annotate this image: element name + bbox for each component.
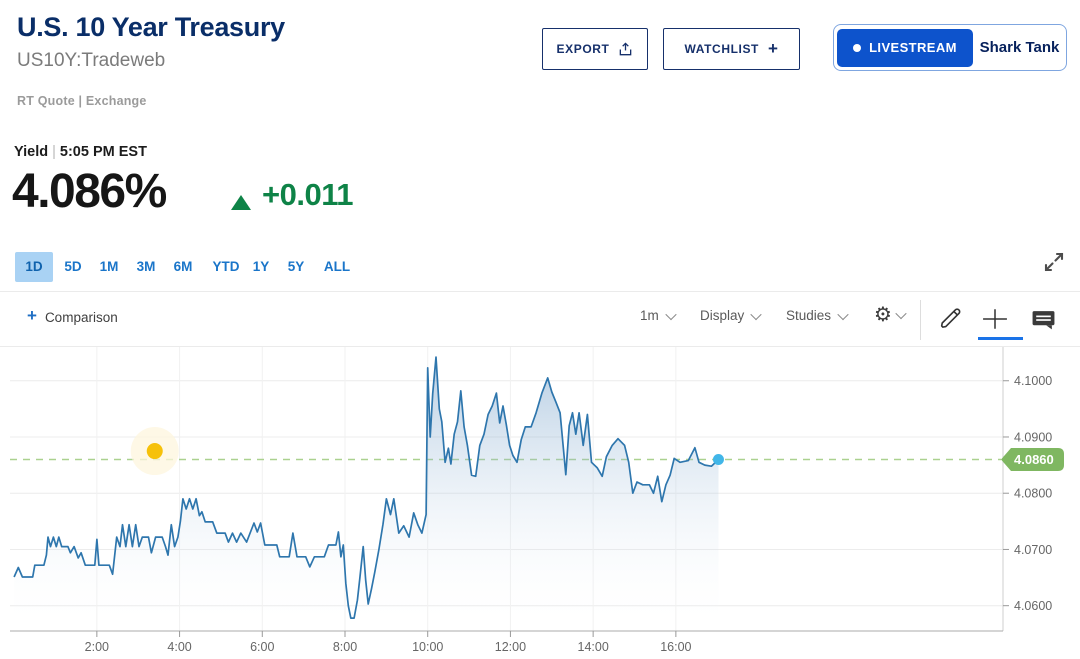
range-tab-1d[interactable]: 1D bbox=[15, 252, 53, 282]
quote-timestamp: 5:05 PM EST bbox=[59, 144, 147, 160]
export-button-label: EXPORT bbox=[556, 42, 610, 56]
section-divider bbox=[0, 291, 1080, 292]
y-axis-label: 4.0900 bbox=[1014, 430, 1052, 444]
series-area-fill bbox=[14, 357, 719, 631]
x-axis-label: 12:00 bbox=[495, 640, 526, 654]
chevron-down-icon bbox=[837, 308, 849, 320]
quote-source: RT Quote | Exchange bbox=[17, 94, 147, 108]
crosshair-active-underline bbox=[978, 337, 1023, 340]
settings-gear-button[interactable]: ⚙ bbox=[874, 304, 907, 326]
y-axis-label: 4.1000 bbox=[1014, 374, 1052, 388]
range-tab-3m[interactable]: 3M bbox=[136, 259, 156, 274]
quote-value: 4.086% bbox=[12, 165, 167, 218]
x-axis-label: 6:00 bbox=[250, 640, 274, 654]
page-title: U.S. 10 Year Treasury bbox=[17, 12, 285, 42]
pencil-icon bbox=[940, 308, 961, 328]
display-dropdown[interactable]: Display bbox=[700, 308, 762, 323]
last-price-tag-label: 4.0860 bbox=[1014, 452, 1054, 467]
x-axis-label: 14:00 bbox=[578, 640, 609, 654]
range-tab-all[interactable]: ALL bbox=[323, 259, 351, 274]
range-tab-5y[interactable]: 5Y bbox=[287, 259, 305, 274]
last-price-tag bbox=[1001, 447, 1064, 471]
event-marker-dot[interactable] bbox=[146, 443, 163, 460]
y-axis-label: 4.0600 bbox=[1014, 599, 1052, 613]
y-axis-label: 4.0800 bbox=[1014, 487, 1052, 501]
chevron-down-icon bbox=[750, 308, 762, 320]
quote-change: +0.011 bbox=[262, 177, 353, 212]
watchlist-button-label: WATCHLIST bbox=[684, 42, 759, 56]
livestream-container: LIVESTREAM Shark Tank bbox=[833, 24, 1067, 71]
range-tab-ytd[interactable]: YTD bbox=[212, 259, 240, 274]
separator: | bbox=[52, 144, 56, 160]
x-axis-label: 4:00 bbox=[167, 640, 191, 654]
x-axis-label: 10:00 bbox=[412, 640, 443, 654]
draw-tool-button[interactable] bbox=[938, 306, 964, 332]
range-tab-1y[interactable]: 1Y bbox=[252, 259, 270, 274]
x-axis-label: 2:00 bbox=[85, 640, 109, 654]
x-axis-label: 8:00 bbox=[333, 640, 357, 654]
range-tab-6m[interactable]: 6M bbox=[173, 259, 193, 274]
crosshair-icon bbox=[983, 309, 1007, 329]
series-line bbox=[13, 356, 720, 619]
range-tab-1m[interactable]: 1M bbox=[99, 259, 119, 274]
export-upload-icon bbox=[620, 41, 632, 55]
livestream-button[interactable]: LIVESTREAM bbox=[837, 28, 973, 67]
crosshair-tool-button[interactable] bbox=[982, 306, 1008, 332]
chart-top-divider bbox=[0, 346, 1080, 347]
livestream-show-label[interactable]: Shark Tank bbox=[979, 39, 1060, 56]
live-dot-icon bbox=[853, 43, 862, 52]
symbol-subtitle: US10Y:Tradeweb bbox=[17, 50, 166, 71]
change-up-icon bbox=[231, 195, 251, 210]
annotation-tool-button[interactable] bbox=[1031, 307, 1056, 332]
current-point-dot bbox=[712, 453, 724, 465]
range-tab-5d[interactable]: 5D bbox=[64, 259, 82, 274]
gear-icon: ⚙ bbox=[874, 304, 892, 326]
export-button[interactable]: EXPORT bbox=[542, 28, 648, 70]
x-axis-label: 16:00 bbox=[660, 640, 691, 654]
quote-field-row: Yield | 5:05 PM EST bbox=[14, 144, 147, 160]
interval-value: 1m bbox=[640, 308, 659, 323]
toolbar-divider bbox=[920, 300, 921, 340]
studies-dropdown[interactable]: Studies bbox=[786, 308, 849, 323]
studies-label: Studies bbox=[786, 308, 832, 323]
chat-icon bbox=[1032, 311, 1055, 330]
plus-icon: + bbox=[767, 38, 779, 58]
chevron-down-icon bbox=[895, 307, 907, 320]
y-axis-label: 4.0700 bbox=[1014, 543, 1052, 557]
comparison-label: Comparison bbox=[44, 309, 118, 325]
chevron-down-icon bbox=[665, 308, 677, 320]
fullscreen-icon[interactable] bbox=[1042, 250, 1066, 274]
plus-icon: + bbox=[27, 306, 37, 325]
quote-field-label: Yield bbox=[14, 144, 49, 160]
livestream-button-label: LIVESTREAM bbox=[869, 40, 957, 55]
watchlist-button[interactable]: WATCHLIST + bbox=[663, 28, 800, 70]
comparison-button[interactable]: + Comparison bbox=[27, 306, 118, 326]
display-label: Display bbox=[700, 308, 745, 323]
interval-dropdown[interactable]: 1m bbox=[640, 308, 677, 323]
